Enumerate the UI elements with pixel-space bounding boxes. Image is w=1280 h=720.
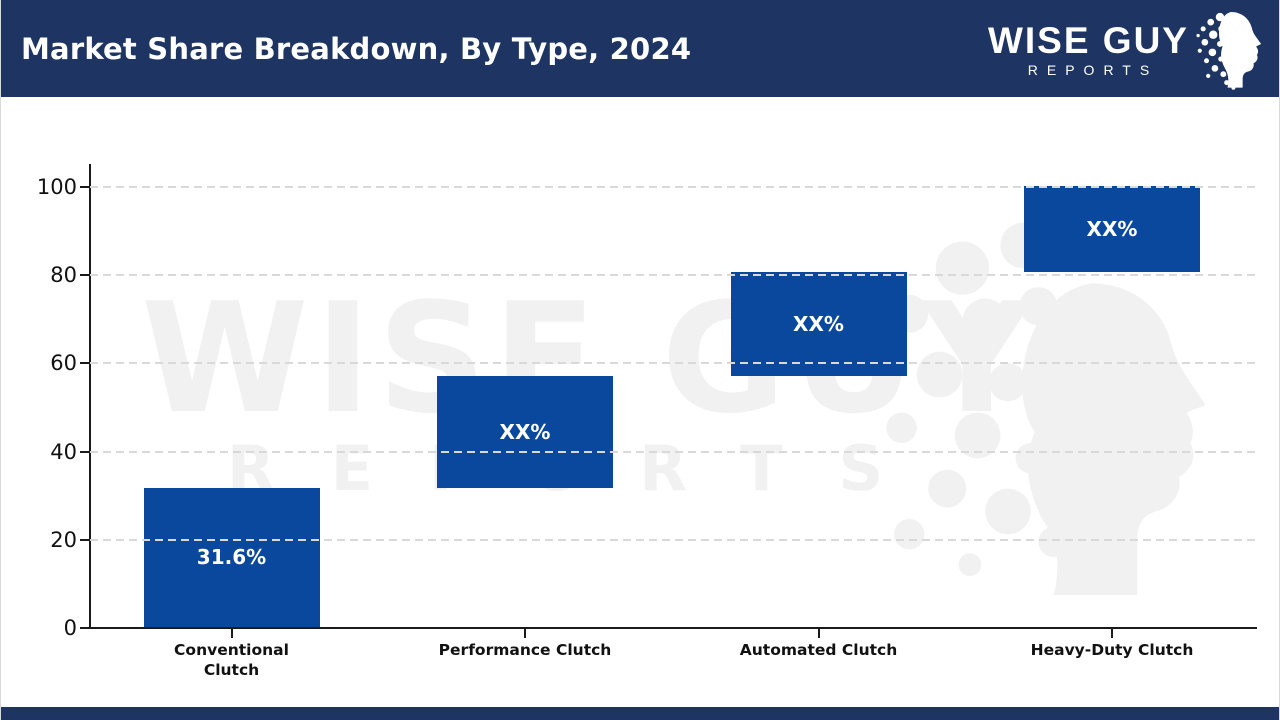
wiseguy-logo-text: WISE GUY REPORTS xyxy=(987,19,1189,78)
gridline xyxy=(90,538,1257,541)
y-tick-mark xyxy=(80,450,89,453)
gridline xyxy=(90,186,1257,188)
bar-value-label: 31.6% xyxy=(196,545,267,570)
x-tick-mark xyxy=(1111,629,1113,638)
y-tick-label: 100 xyxy=(36,175,77,199)
bar: 31.6% xyxy=(143,487,320,627)
y-tick-mark xyxy=(80,274,89,277)
bar-value-label: XX% xyxy=(499,419,551,444)
logo-subtitle: REPORTS xyxy=(1027,61,1159,78)
y-tick-mark xyxy=(80,362,89,365)
bar: XX% xyxy=(1024,186,1200,272)
x-tick-mark xyxy=(230,629,233,638)
bar-value-label: XX% xyxy=(1086,216,1138,241)
y-tick-label: 60 xyxy=(50,351,77,376)
header-band: Market Share Breakdown, By Type, 2024 WI… xyxy=(1,0,1279,97)
x-tick-label: Heavy-Duty Clutch xyxy=(1030,641,1194,659)
y-tick-label: 40 xyxy=(50,439,77,464)
x-tick-mark xyxy=(817,629,820,638)
bar-value-label: XX% xyxy=(793,311,844,336)
footer-band xyxy=(1,707,1279,720)
y-tick-mark xyxy=(80,538,89,541)
bar: XX% xyxy=(730,271,907,376)
x-axis-line xyxy=(88,627,1257,629)
x-tick-label: Conventional Clutch xyxy=(174,641,289,679)
x-tick-label: Performance Clutch xyxy=(438,641,612,659)
y-tick-mark xyxy=(80,186,89,188)
page-title: Market Share Breakdown, By Type, 2024 xyxy=(21,31,692,66)
bar: XX% xyxy=(437,375,613,488)
x-tick-mark xyxy=(524,629,526,638)
gridline xyxy=(90,274,1257,277)
y-tick-mark xyxy=(80,627,89,629)
x-tick-label: Automated Clutch xyxy=(739,641,898,659)
wiseguy-logo: WISE GUY REPORTS xyxy=(988,6,1267,92)
y-tick-label: 80 xyxy=(50,263,77,288)
gridline xyxy=(90,362,1257,365)
gridline xyxy=(90,450,1257,453)
y-axis-line xyxy=(89,164,91,629)
y-tick-label: 0 xyxy=(63,616,77,640)
logo-wordmark: WISE GUY xyxy=(987,19,1189,61)
y-tick-label: 20 xyxy=(50,527,77,552)
wiseguy-head-icon xyxy=(1196,12,1262,90)
